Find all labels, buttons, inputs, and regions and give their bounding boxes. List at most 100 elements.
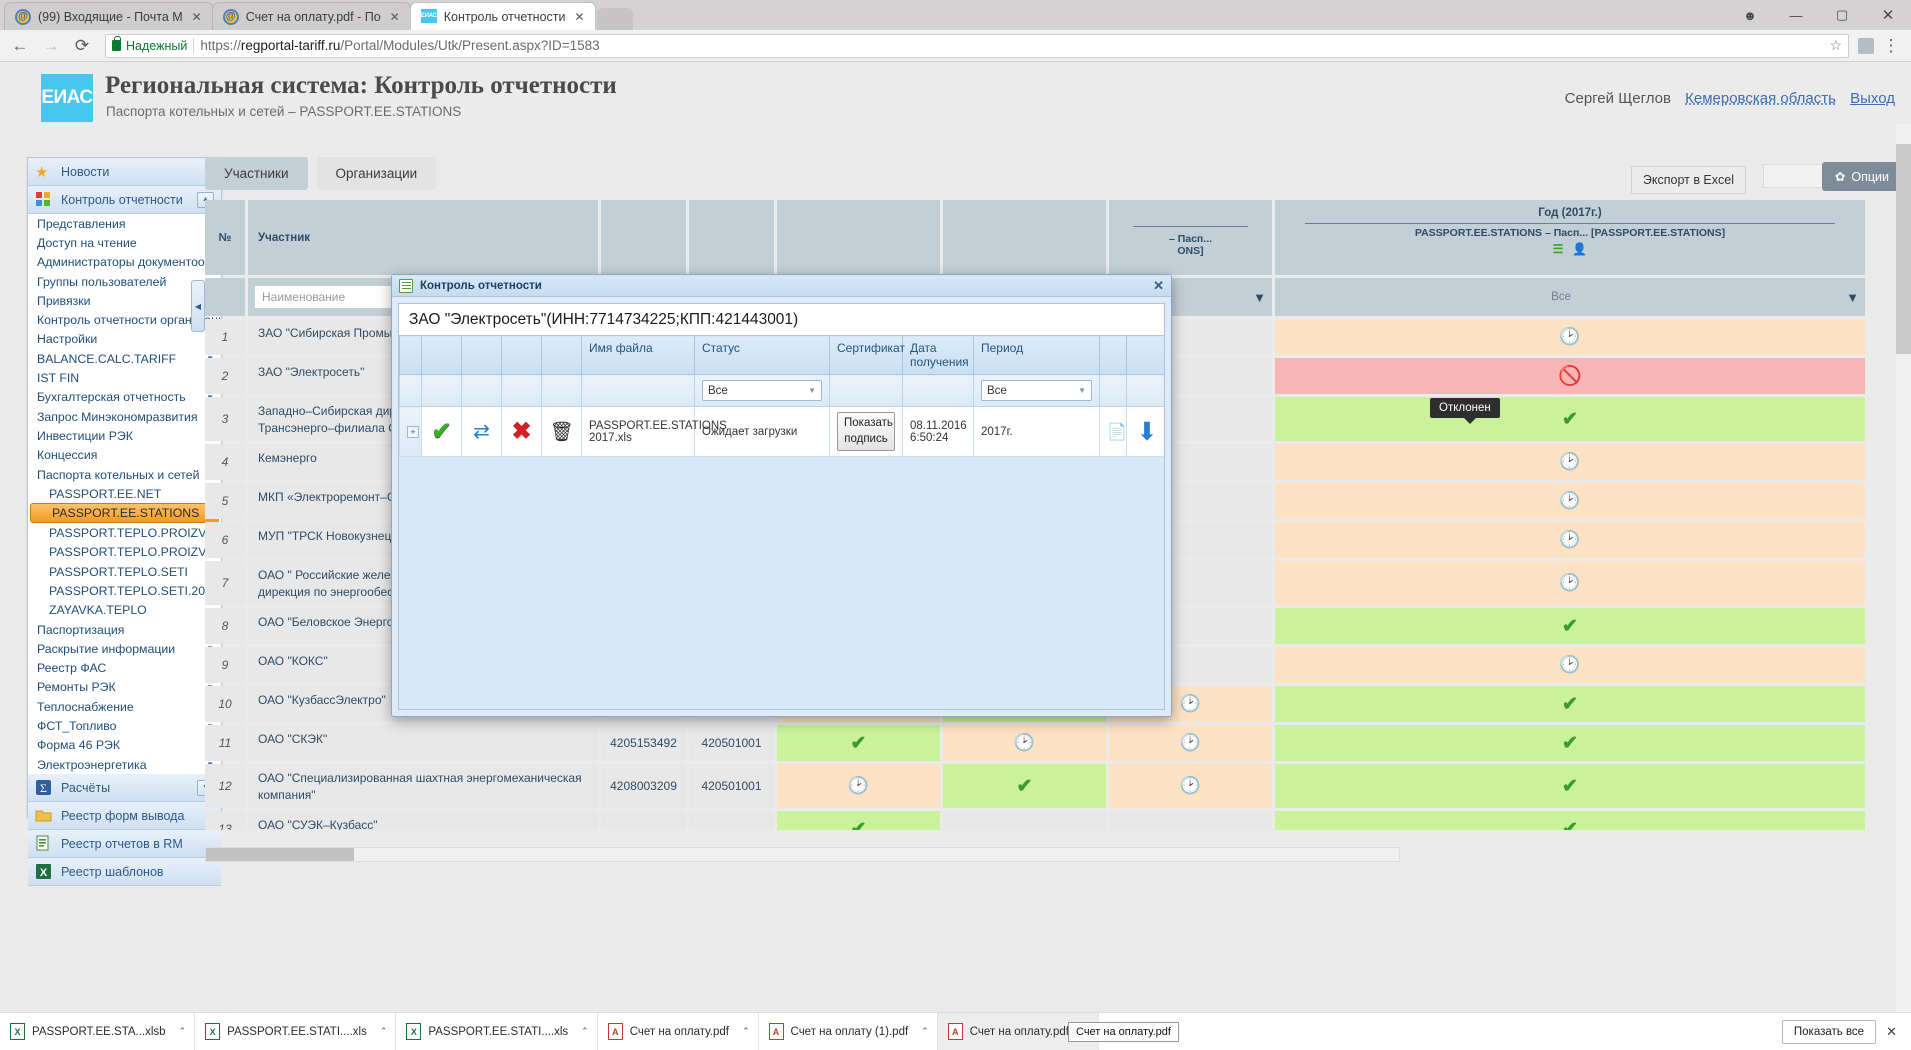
sidebar-item-6[interactable]: Настройки <box>28 330 221 349</box>
status-cell[interactable]: ✔ <box>1275 608 1865 644</box>
chevron-up-icon[interactable]: ⌃ <box>379 1026 388 1036</box>
download-cell[interactable]: ⬇ <box>1126 405 1164 458</box>
document-icon[interactable]: 📄 <box>1107 423 1127 441</box>
sidebar-group-templates[interactable]: X Реестр шаблонов <box>28 858 221 887</box>
sidebar-item-8[interactable]: IST FIN▼ <box>28 368 221 387</box>
sidebar-group-rm[interactable]: Реестр отчетов в RM <box>28 830 221 859</box>
download-item[interactable]: PASSPORT.EE.STA...xlsb ⌃ <box>0 1012 196 1050</box>
status-cell[interactable]: ✔ <box>1275 725 1865 761</box>
options-button[interactable]: ✿ Опции <box>1821 162 1902 191</box>
sidebar-item-25[interactable]: Теплоснабжение▼ <box>28 697 221 716</box>
approve-cell[interactable]: ✔ <box>421 405 462 458</box>
extension-icon[interactable] <box>1858 37 1874 54</box>
sidebar-group-forms[interactable]: Реестр форм вывода <box>28 802 221 831</box>
sidebar-item-3[interactable]: Группы пользователей <box>28 272 221 291</box>
sidebar-item-10[interactable]: Запрос Минэкономразвития▼ <box>28 407 221 426</box>
refresh-cell[interactable]: ⇄ <box>461 405 502 458</box>
sidebar-item-16[interactable]: PASSPORT.TEPLO.PROIZV <box>28 523 221 542</box>
list-icon[interactable]: ☰ <box>1552 242 1564 256</box>
window-close-button[interactable]: ✕ <box>1881 7 1895 24</box>
reject-cell[interactable]: ✖ <box>501 405 542 458</box>
sidebar-item-12[interactable]: Концессия▼ <box>28 446 221 465</box>
sidebar-item-23[interactable]: Реестр ФАС▼ <box>28 659 221 678</box>
status-cell[interactable]: 🕑 <box>1275 522 1865 558</box>
sidebar-item-18[interactable]: PASSPORT.TEPLO.SETI <box>28 562 221 581</box>
chevron-up-icon[interactable]: ⌃ <box>921 1026 929 1036</box>
chevron-up-icon[interactable]: ⌃ <box>581 1026 589 1036</box>
funnel-icon[interactable]: ▼ <box>1253 289 1266 305</box>
address-bar[interactable]: Надежный https://regportal-tariff.ru/Por… <box>105 33 1849 58</box>
user-icon[interactable]: 👤 <box>1572 242 1588 256</box>
status-cell[interactable]: ✔ <box>1275 764 1865 808</box>
close-icon[interactable]: ✕ <box>389 9 400 24</box>
chrome-menu-icon[interactable]: ⋮ <box>1882 35 1900 55</box>
sidebar-group-news[interactable]: ★ Новости <box>28 158 221 186</box>
sync-icon[interactable]: ⇄ <box>473 421 490 444</box>
table-row[interactable]: 12 ОАО "Специализированная шахтная энерго… <box>205 764 1900 808</box>
status-cell[interactable] <box>943 811 1106 830</box>
sidebar-item-5[interactable]: Контроль отчетности организаций <box>28 310 221 329</box>
status-cell[interactable]: 🕑 <box>777 764 940 808</box>
status-cell[interactable]: 🚫 <box>1275 358 1865 394</box>
doc-cell[interactable]: 📄 <box>1099 405 1127 458</box>
chevron-up-icon[interactable]: ⌃ <box>178 1026 187 1036</box>
status-cell[interactable]: 🕑 <box>1109 764 1272 808</box>
status-cell[interactable]: ✔ <box>1275 811 1865 830</box>
back-icon[interactable]: ← <box>11 35 29 55</box>
show-all-downloads-button[interactable]: Показать все <box>1781 1019 1877 1044</box>
funnel-icon[interactable]: ▼ <box>1846 289 1859 305</box>
close-icon[interactable]: ✕ <box>1153 277 1164 293</box>
export-excel-button[interactable]: Экспорт в Excel <box>1630 166 1746 194</box>
maximize-button[interactable]: ▢ <box>1835 7 1849 22</box>
sidebar-item-17[interactable]: PASSPORT.TEPLO.PROIZV.2016 <box>28 543 221 562</box>
close-icon[interactable]: ✕ <box>191 9 202 24</box>
reload-icon[interactable]: ⟳ <box>74 35 90 55</box>
status-cell[interactable]: 🕑 <box>943 725 1106 761</box>
tab-participants[interactable]: Участники <box>205 157 308 190</box>
sidebar-group-control[interactable]: Контроль отчетности ▲ <box>28 186 221 214</box>
status-cell[interactable]: 🕑 <box>1109 725 1272 761</box>
download-icon[interactable]: ⬇ <box>1136 417 1158 446</box>
show-signature-button[interactable]: Показать подпись <box>837 412 895 452</box>
new-tab-button[interactable] <box>596 8 633 30</box>
minimize-button[interactable]: — <box>1789 7 1803 23</box>
expand-icon[interactable]: + <box>407 425 419 438</box>
sidebar-item-14[interactable]: PASSPORT.EE.NET <box>28 484 221 503</box>
period-filter-select[interactable]: Все ▼ <box>981 380 1092 401</box>
status-cell[interactable]: ✔ <box>777 725 940 761</box>
sidebar-item-4[interactable]: Привязки <box>28 291 221 310</box>
sidebar-item-20[interactable]: ZAYAVKA.TEPLO <box>28 601 221 620</box>
download-item[interactable]: Счет на оплату.pdf ⌃ <box>598 1012 759 1050</box>
logout-link[interactable]: Выход <box>1850 90 1895 107</box>
status-cell[interactable]: 🕑 <box>1275 444 1865 480</box>
status-filter-select[interactable]: Все ▼ <box>702 380 822 401</box>
page-vertical-scrollbar[interactable] <box>1896 124 1911 1012</box>
horizontal-scrollbar[interactable] <box>205 847 1400 862</box>
sidebar-group-calc[interactable]: Σ Расчёты ▼ <box>28 774 221 803</box>
status-cell[interactable]: ✔ <box>943 764 1106 808</box>
chevron-up-icon[interactable]: ⌃ <box>741 1026 750 1036</box>
sidebar-item-1[interactable]: Доступ на чтение <box>28 233 221 252</box>
forward-icon[interactable]: → <box>42 35 60 55</box>
scrollbar-thumb[interactable] <box>206 848 354 861</box>
region-link[interactable]: Кемеровская область <box>1685 90 1836 107</box>
sidebar-item-13[interactable]: Паспорта котельных и сетей▲ <box>28 465 221 484</box>
status-cell[interactable]: ✔ <box>1275 686 1865 722</box>
sidebar-item-26[interactable]: ФСТ_Топливо▼ <box>28 716 221 735</box>
sidebar-item-19[interactable]: PASSPORT.TEPLO.SETI.2016 <box>28 581 221 600</box>
status-cell[interactable]: 🕑 <box>1275 319 1865 355</box>
close-icon[interactable]: ✕ <box>1886 1023 1897 1039</box>
sidebar-item-0[interactable]: Представления <box>28 214 221 233</box>
bookmark-star-icon[interactable]: ☆ <box>1829 37 1842 53</box>
sidebar-item-9[interactable]: Бухгалтерская отчетность▼ <box>28 388 221 407</box>
status-cell[interactable]: 🕑 <box>1275 647 1865 683</box>
download-item[interactable]: PASSPORT.EE.STATI....xls ⌃ <box>195 1012 397 1050</box>
table-row[interactable]: 13 ОАО "СУЭК–Кузбасс" ✔ ✔ <box>205 811 1900 830</box>
sidebar-collapse-handle[interactable]: ◀ <box>191 280 205 332</box>
download-item[interactable]: Счет на оплату (1).pdf ⌃ <box>759 1012 938 1050</box>
sidebar-item-7[interactable]: BALANCE.CALC.TARIFF▼ <box>28 349 221 368</box>
download-item[interactable]: PASSPORT.EE.STATI....xls ⌃ <box>396 1012 598 1050</box>
status-cell[interactable]: 🕑 <box>1275 561 1865 605</box>
status-cell[interactable]: 🕑 <box>1275 483 1865 519</box>
sidebar-item-27[interactable]: Форма 46 РЭК▼ <box>28 736 221 755</box>
